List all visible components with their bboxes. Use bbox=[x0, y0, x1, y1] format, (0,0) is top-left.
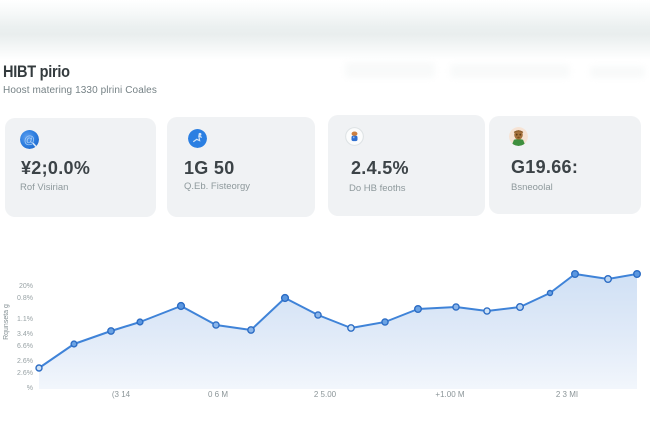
svg-text:3.4%: 3.4% bbox=[17, 331, 33, 338]
svg-text:2.6%: 2.6% bbox=[17, 370, 33, 377]
svg-text:20%: 20% bbox=[19, 283, 33, 290]
svg-text:%: % bbox=[27, 385, 33, 392]
svg-text:Rqunseta g: Rqunseta g bbox=[3, 304, 10, 340]
svg-text:+1.00 M: +1.00 M bbox=[435, 390, 464, 399]
svg-text:2 3 MI: 2 3 MI bbox=[556, 390, 578, 399]
svg-text:6.6%: 6.6% bbox=[17, 343, 33, 350]
svg-text:2 5.00: 2 5.00 bbox=[314, 390, 337, 399]
svg-text:1.1%: 1.1% bbox=[17, 316, 33, 323]
svg-text:0.8%: 0.8% bbox=[17, 295, 33, 302]
svg-text:(3 14: (3 14 bbox=[112, 390, 131, 399]
svg-text:2.6%: 2.6% bbox=[17, 358, 33, 365]
svg-text:@: @ bbox=[24, 134, 35, 146]
svg-text:0 6 M: 0 6 M bbox=[208, 390, 228, 399]
